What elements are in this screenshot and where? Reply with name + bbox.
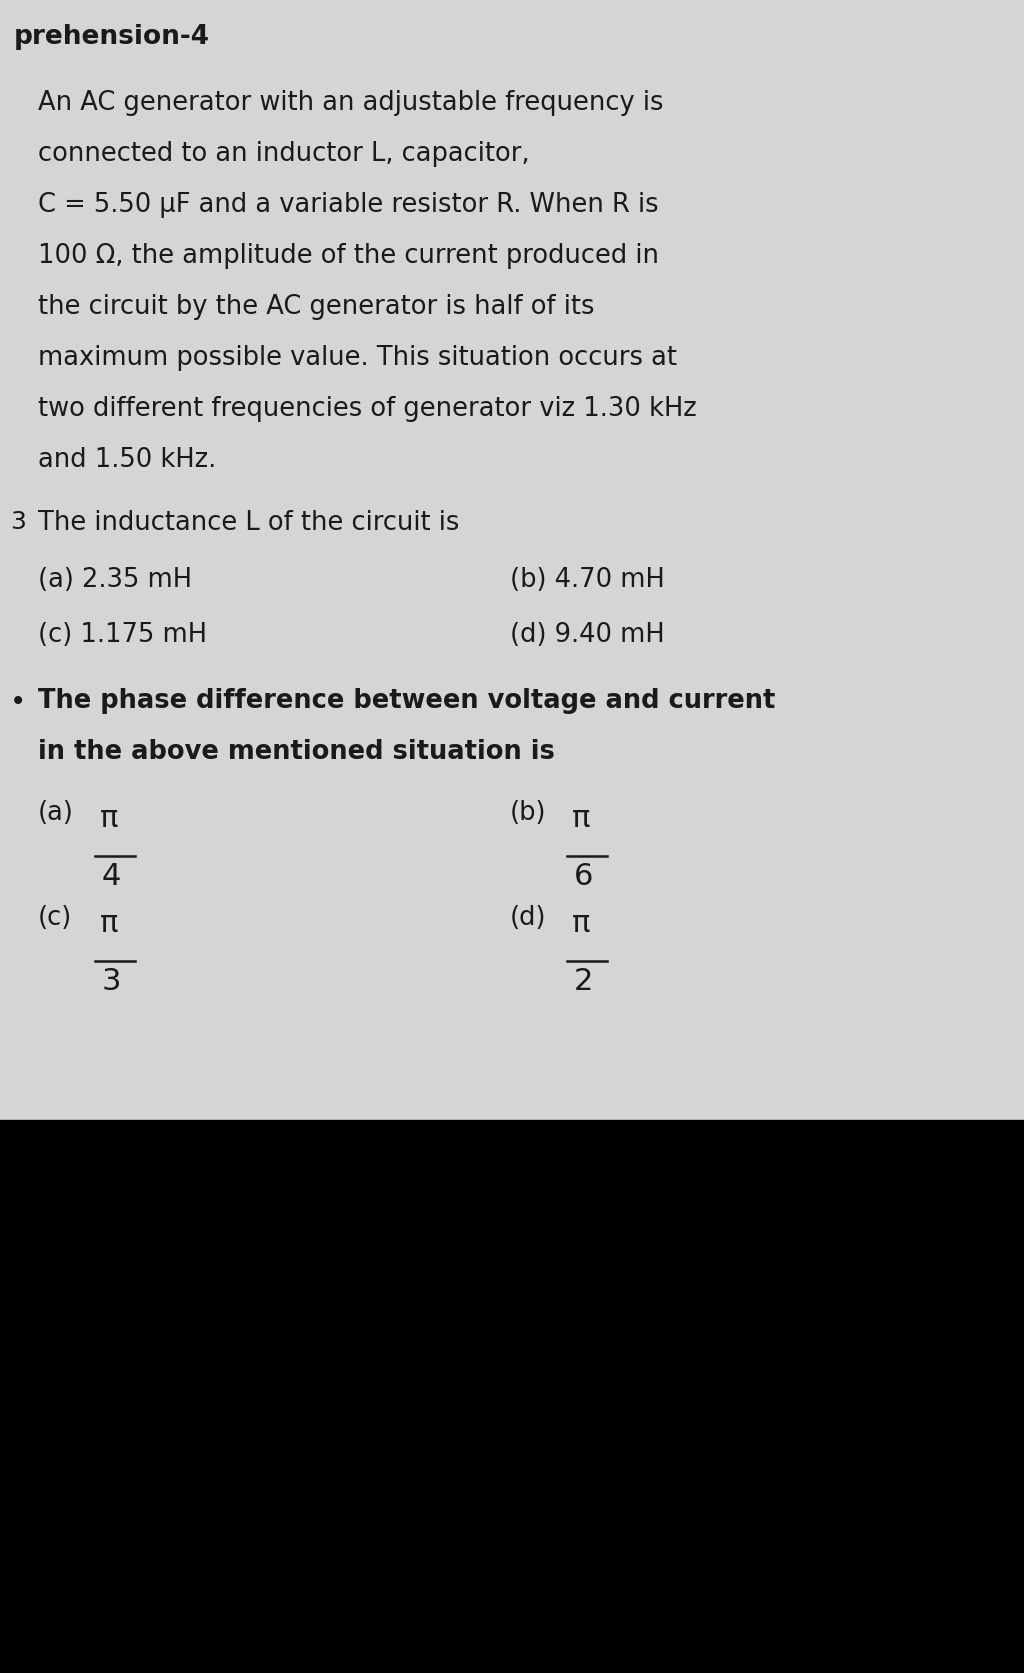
Text: π: π [100,908,119,939]
Text: the circuit by the AC generator is half of its: the circuit by the AC generator is half … [38,294,595,320]
Text: •: • [10,688,27,716]
Text: (a): (a) [38,800,74,826]
Text: 4: 4 [102,862,122,892]
Text: The phase difference between voltage and current: The phase difference between voltage and… [38,688,775,714]
Text: (a) 2.35 mH: (a) 2.35 mH [38,567,193,592]
Text: π: π [572,805,591,833]
Text: and 1.50 kHz.: and 1.50 kHz. [38,447,216,473]
Text: 100 Ω, the amplitude of the current produced in: 100 Ω, the amplitude of the current prod… [38,243,659,269]
Text: C = 5.50 μF and a variable resistor R. When R is: C = 5.50 μF and a variable resistor R. W… [38,192,658,217]
Text: An AC generator with an adjustable frequency is: An AC generator with an adjustable frequ… [38,90,664,115]
Text: two different frequencies of generator viz 1.30 kHz: two different frequencies of generator v… [38,397,696,422]
Text: 2: 2 [574,967,593,995]
Text: π: π [100,805,119,833]
Text: (c) 1.175 mH: (c) 1.175 mH [38,622,207,647]
Text: 3: 3 [102,967,122,995]
Text: (d): (d) [510,905,547,930]
Text: 6: 6 [574,862,593,892]
Text: π: π [572,908,591,939]
Text: The inductance L of the circuit is: The inductance L of the circuit is [38,510,460,535]
Text: (b) 4.70 mH: (b) 4.70 mH [510,567,665,592]
Text: (c): (c) [38,905,73,930]
Text: prehension-4: prehension-4 [14,23,210,50]
Text: maximum possible value. This situation occurs at: maximum possible value. This situation o… [38,345,677,371]
Text: 3: 3 [10,510,26,534]
Text: (d) 9.40 mH: (d) 9.40 mH [510,622,665,647]
Text: in the above mentioned situation is: in the above mentioned situation is [38,739,555,765]
Text: connected to an inductor L, capacitor,: connected to an inductor L, capacitor, [38,141,529,167]
Bar [0,1119,1024,1673]
Text: (b): (b) [510,800,547,826]
